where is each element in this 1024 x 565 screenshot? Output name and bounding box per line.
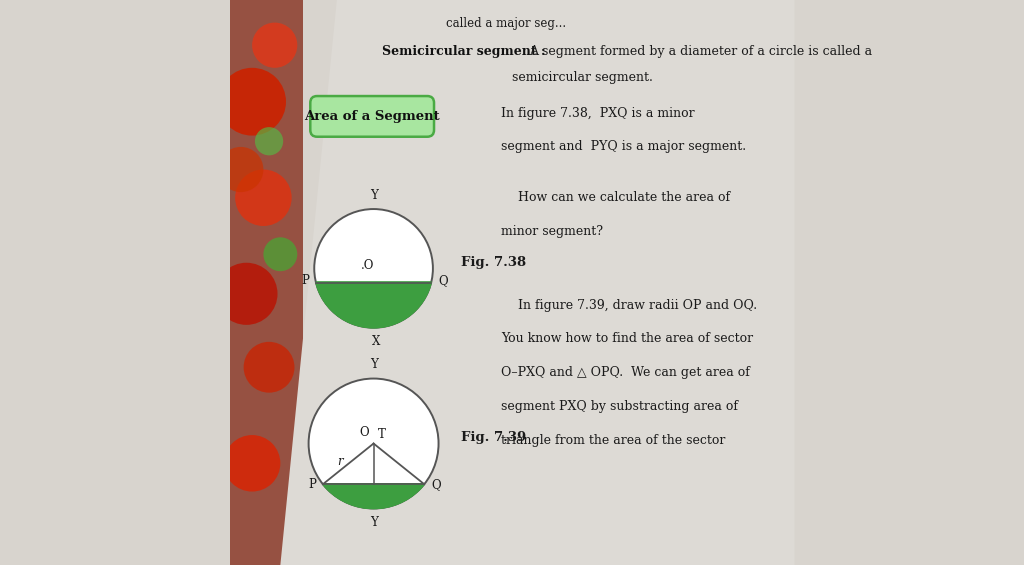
Text: Semicircular segment :: Semicircular segment : [382, 45, 546, 58]
Text: Q: Q [438, 274, 447, 288]
Text: .O: .O [361, 259, 375, 272]
Polygon shape [316, 282, 431, 328]
Text: O–PXQ and △ OPQ.  We can get area of: O–PXQ and △ OPQ. We can get area of [501, 366, 750, 380]
Text: You know how to find the area of sector: You know how to find the area of sector [501, 332, 753, 346]
Circle shape [308, 379, 438, 508]
Circle shape [236, 170, 292, 226]
Text: How can we calculate the area of: How can we calculate the area of [518, 191, 730, 205]
Polygon shape [281, 0, 795, 565]
Text: Q: Q [431, 477, 440, 491]
Polygon shape [323, 484, 424, 508]
Text: A segment formed by a diameter of a circle is called a: A segment formed by a diameter of a circ… [529, 45, 872, 58]
Text: T: T [378, 428, 386, 441]
Text: P: P [308, 477, 316, 491]
Text: triangle from the area of the sector: triangle from the area of the sector [501, 434, 725, 447]
Text: called a major seg...: called a major seg... [446, 17, 566, 30]
Circle shape [263, 237, 297, 271]
Circle shape [244, 342, 295, 393]
Text: segment and  PYQ is a major segment.: segment and PYQ is a major segment. [501, 140, 745, 154]
Circle shape [218, 147, 263, 192]
Text: Y: Y [370, 358, 378, 371]
Text: Y: Y [370, 516, 378, 529]
Text: X: X [372, 335, 381, 348]
Text: O: O [359, 426, 369, 439]
Polygon shape [323, 484, 424, 508]
Text: Y: Y [370, 189, 378, 202]
Circle shape [252, 23, 297, 68]
Circle shape [218, 68, 286, 136]
Polygon shape [229, 0, 303, 565]
Circle shape [314, 209, 433, 328]
FancyBboxPatch shape [310, 96, 434, 137]
Text: Fig. 7.39: Fig. 7.39 [461, 431, 526, 445]
Text: In figure 7.39, draw radii OP and OQ.: In figure 7.39, draw radii OP and OQ. [518, 298, 757, 312]
Text: minor segment?: minor segment? [501, 225, 603, 238]
Text: r: r [337, 454, 343, 468]
Text: Fig. 7.38: Fig. 7.38 [461, 256, 526, 270]
Circle shape [215, 263, 278, 325]
Text: P: P [301, 274, 309, 288]
Text: In figure 7.38,  PXQ is a minor: In figure 7.38, PXQ is a minor [501, 106, 694, 120]
Text: segment PXQ by substracting area of: segment PXQ by substracting area of [501, 400, 737, 414]
Circle shape [255, 127, 284, 155]
Text: Area of a Segment: Area of a Segment [304, 110, 440, 123]
Text: semicircular segment.: semicircular segment. [512, 71, 653, 84]
Polygon shape [316, 282, 431, 328]
Circle shape [224, 435, 281, 492]
